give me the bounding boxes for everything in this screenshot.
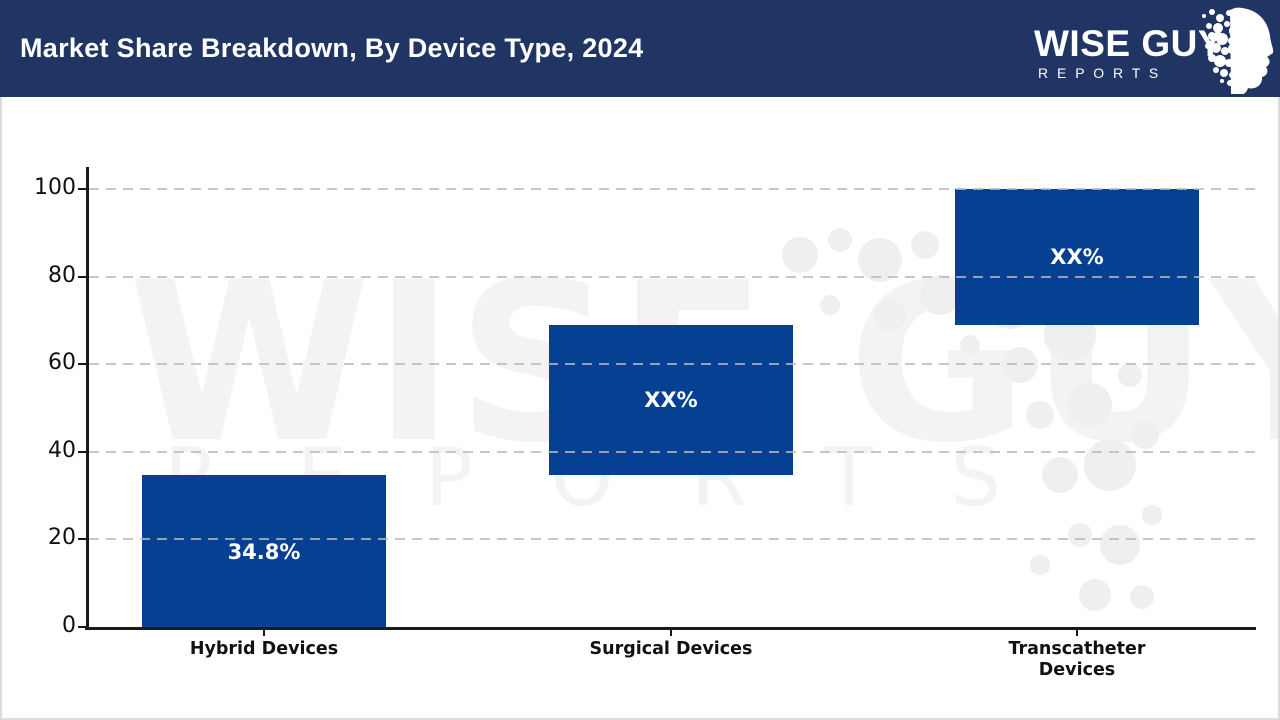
bar-value-label: XX% xyxy=(1050,244,1104,269)
y-tick-label: 20 xyxy=(48,525,76,551)
y-tick-mark xyxy=(78,188,87,190)
x-axis-line xyxy=(85,627,1256,630)
bar-3 xyxy=(955,189,1199,325)
y-tick-label: 60 xyxy=(48,350,76,376)
y-tick-mark xyxy=(78,363,87,366)
y-tick-label: 0 xyxy=(62,613,76,638)
bar-value-label: 34.8% xyxy=(227,539,301,564)
header-bar: Market Share Breakdown, By Device Type, … xyxy=(0,0,1280,97)
y-tick-label: 40 xyxy=(48,437,76,463)
bar-1 xyxy=(142,474,386,629)
brand-face-profile-icon xyxy=(1230,7,1274,94)
x-category-label: Hybrid Devices xyxy=(189,639,339,659)
gridline-40 xyxy=(89,450,1256,453)
x-tick-mark xyxy=(263,629,265,636)
gridline-20 xyxy=(89,538,1256,541)
y-tick-mark xyxy=(78,538,87,541)
brand-tagline-text: R E P O R T S xyxy=(1038,65,1161,81)
gridline-80 xyxy=(89,275,1256,278)
x-tick-mark xyxy=(1076,629,1078,636)
x-tick-mark xyxy=(670,629,672,636)
y-tick-mark xyxy=(78,275,87,278)
chart-title: Market Share Breakdown, By Device Type, … xyxy=(20,33,644,63)
y-tick-mark xyxy=(78,626,87,628)
y-tick-label: 80 xyxy=(48,262,76,288)
bar-value-label: XX% xyxy=(644,387,698,412)
bar-2 xyxy=(549,324,793,475)
y-tick-mark xyxy=(78,450,87,453)
y-tick-label: 100 xyxy=(34,175,76,200)
x-category-label: Transcatheter Devices xyxy=(1008,639,1146,681)
x-category-label: Surgical Devices xyxy=(589,639,753,659)
gridline-100 xyxy=(89,188,1256,190)
brand-logo: WISE GUY R E P O R T S xyxy=(1034,7,1274,94)
brand-name-text: WISE GUY xyxy=(1034,23,1223,64)
y-axis-line xyxy=(86,167,89,630)
gridline-60 xyxy=(89,363,1256,366)
